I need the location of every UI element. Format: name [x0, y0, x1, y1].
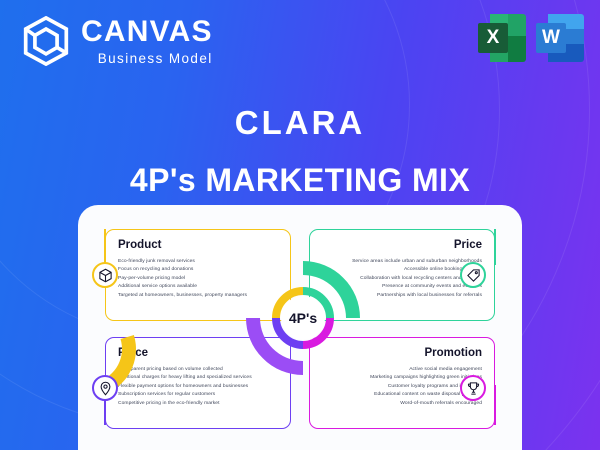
list-item: Collaboration with local recycling cente… — [360, 275, 482, 281]
list-item: Accessible online booking platform — [403, 267, 482, 273]
badge-place[interactable] — [92, 375, 118, 401]
connector-promotion — [494, 385, 496, 425]
list-item: Additional charges for heavy lifting and… — [118, 375, 252, 381]
quadrant-title-product: Product — [118, 239, 162, 251]
logo-title: CANVAS — [81, 14, 213, 48]
infographic-panel: Product Eco-friendly junk removal servic… — [23, 205, 522, 450]
list-item: Subscription services for regular custom… — [118, 392, 216, 398]
hexagon-canvas-logo-icon — [23, 16, 69, 66]
hub-segment-price — [303, 287, 334, 318]
list-item: Partnerships with local businesses for r… — [377, 292, 482, 298]
list-item: Active social media engagement — [409, 367, 482, 372]
brand-name: CLARA — [234, 104, 366, 141]
word-export-icon[interactable]: W — [536, 14, 584, 62]
badge-product[interactable] — [92, 262, 118, 288]
quadrant-card-product[interactable]: Product Eco-friendly junk removal servic… — [105, 229, 291, 321]
quadrant-title-place: Place — [118, 347, 149, 359]
list-item: Targeted at homeowners, businesses, prop… — [118, 292, 248, 298]
list-item: Eco-friendly junk removal services — [118, 259, 195, 264]
excel-export-icon[interactable]: X — [478, 14, 526, 62]
word-letter: W — [536, 23, 566, 53]
hub-label: 4P's — [281, 296, 325, 340]
export-icon-group: X W — [478, 14, 584, 62]
quadrant-list-price: Service areas include urban and suburban… — [322, 258, 482, 300]
connector-product — [104, 229, 106, 265]
list-item: Flexible payment options for homeowners … — [118, 383, 249, 389]
list-item: Presence at community events and eco-fai… — [382, 284, 482, 290]
badge-price[interactable] — [460, 262, 486, 288]
list-item: Marketing campaigns highlighting green i… — [370, 375, 482, 381]
list-item: Additional service options available — [118, 284, 198, 290]
quadrant-title-price: Price — [453, 239, 482, 251]
quadrant-list-promotion: Active social media engagement Marketing… — [322, 366, 482, 408]
connector-place — [104, 385, 106, 425]
location-pin-icon — [100, 381, 110, 396]
price-tag-icon — [466, 268, 480, 282]
connector-price — [494, 229, 496, 265]
trophy-icon — [467, 381, 479, 395]
quadrant-list-product: Eco-friendly junk removal services Focus… — [118, 258, 278, 300]
hub-segment-product — [272, 287, 303, 318]
hub-segment-promotion — [303, 318, 334, 349]
list-item: Competitive pricing in the eco-friendly … — [118, 400, 220, 406]
list-item: Customer loyalty programs and incentives — [387, 383, 482, 389]
list-item: Word-of-mouth referrals encouraged — [400, 400, 482, 406]
list-item: Transparent pricing based on volume coll… — [118, 367, 223, 372]
quadrant-list-place: Transparent pricing based on volume coll… — [118, 366, 278, 408]
hub-segment-place — [272, 318, 303, 349]
list-item: Service areas include urban and suburban… — [352, 259, 482, 264]
excel-letter: X — [478, 23, 508, 53]
logo-subtitle: Business Model — [97, 50, 213, 66]
list-item: Pay-per-volume pricing model — [118, 275, 186, 281]
page-title: 4P's MARKETING MIX — [129, 162, 471, 198]
list-item: Educational content on waste disposal pr… — [374, 392, 482, 398]
quadrant-title-promotion: Promotion — [424, 347, 483, 359]
list-item: Focus on recycling and donations — [118, 267, 194, 273]
brand-logo: CANVAS Business Model — [22, 16, 213, 66]
center-hub: 4P's — [272, 287, 334, 349]
badge-promotion[interactable] — [460, 375, 486, 401]
box-icon — [98, 268, 112, 282]
quadrant-card-price[interactable]: Price Service areas include urban and su… — [309, 229, 495, 321]
